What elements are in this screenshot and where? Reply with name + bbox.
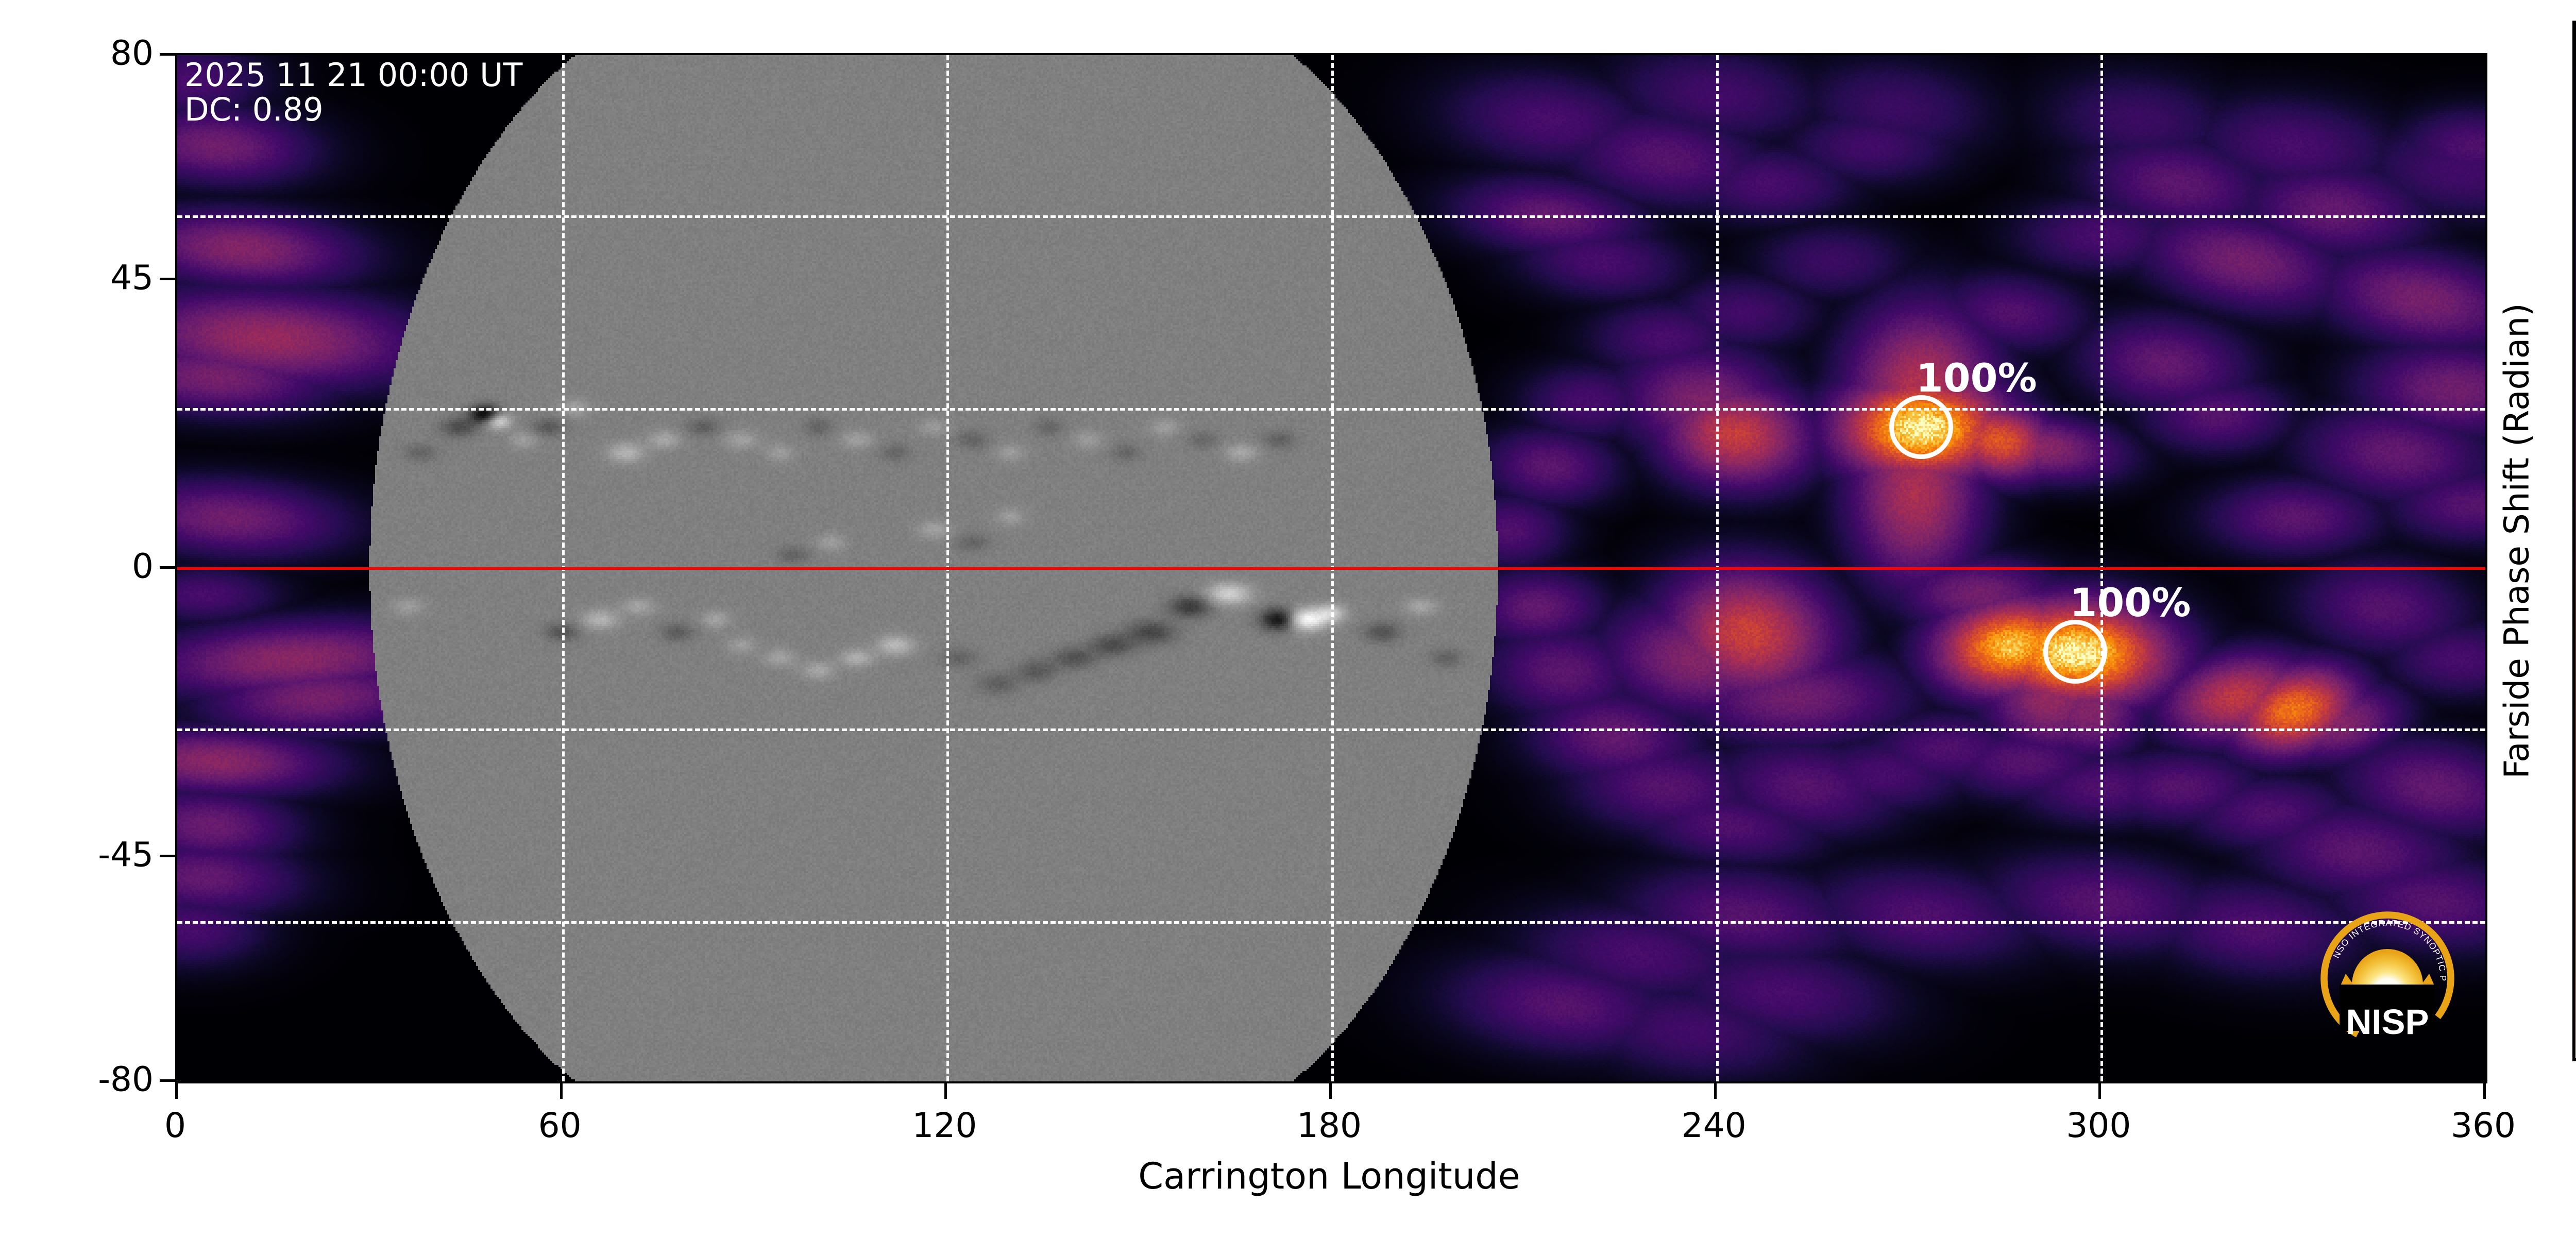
x-axis-tick-label: 0 [164,1106,186,1145]
y-axis-tick [160,277,175,280]
active-region-markers: 100% 100% [177,55,2485,1081]
x-axis-tick-label: 60 [538,1106,582,1145]
x-axis-tick-label: 300 [2066,1106,2131,1145]
y-axis-tick [160,855,175,858]
active-region-circle[interactable] [1889,395,1953,460]
x-axis-tick-label: 240 [1681,1106,1747,1145]
x-axis-tick [2483,1083,2486,1099]
y-axis-tick [160,53,175,56]
timestamp-line: 2025 11 21 00:00 UT [184,56,523,94]
equator-line [177,567,2485,570]
colorbar-farside-phase[interactable] [2572,21,2576,1061]
timestamp-annotation: 2025 11 21 00:00 UT DC: 0.89 [184,58,522,127]
y-axis-tick [160,566,175,569]
x-axis-tick [1714,1083,1717,1099]
x-axis-label: Carrington Longitude [1138,1155,1520,1197]
y-axis-tick-label: -80 [98,1059,154,1099]
x-axis-tick [560,1083,563,1099]
x-axis-tick [944,1083,947,1099]
y-axis-tick-label: 0 [132,546,154,586]
nisp-logo: NISP NSO INTEGRATED SYNOPTIC PROGRAM [2310,901,2454,1045]
duty-cycle-line: DC: 0.89 [184,90,324,128]
x-axis-tick-label: 360 [2451,1106,2516,1145]
active-region-probability-label: 100% [1916,355,2037,401]
colorbar-farside-title: Farside Phase Shift (Radian) [2497,303,2537,779]
y-axis-tick-label: -45 [98,835,154,875]
y-axis-tick-label: 45 [110,258,154,298]
x-axis-tick-label: 180 [1297,1106,1362,1145]
x-axis-tick [2098,1083,2102,1099]
synoptic-map-axes[interactable]: 2025 11 21 00:00 UT DC: 0.89 100% 100% [175,53,2487,1083]
active-region-probability-label: 100% [2070,579,2191,625]
y-axis-label: Latitude [0,491,4,641]
y-axis-tick-label: 80 [110,33,154,73]
y-axis-tick [160,1079,175,1082]
active-region-circle[interactable] [2043,619,2107,684]
gridlines [177,55,2485,1081]
nisp-wordmark: NISP [2346,1002,2429,1042]
x-axis-tick [175,1083,178,1099]
x-axis-tick [1329,1083,1332,1099]
x-axis-tick-label: 120 [912,1106,977,1145]
